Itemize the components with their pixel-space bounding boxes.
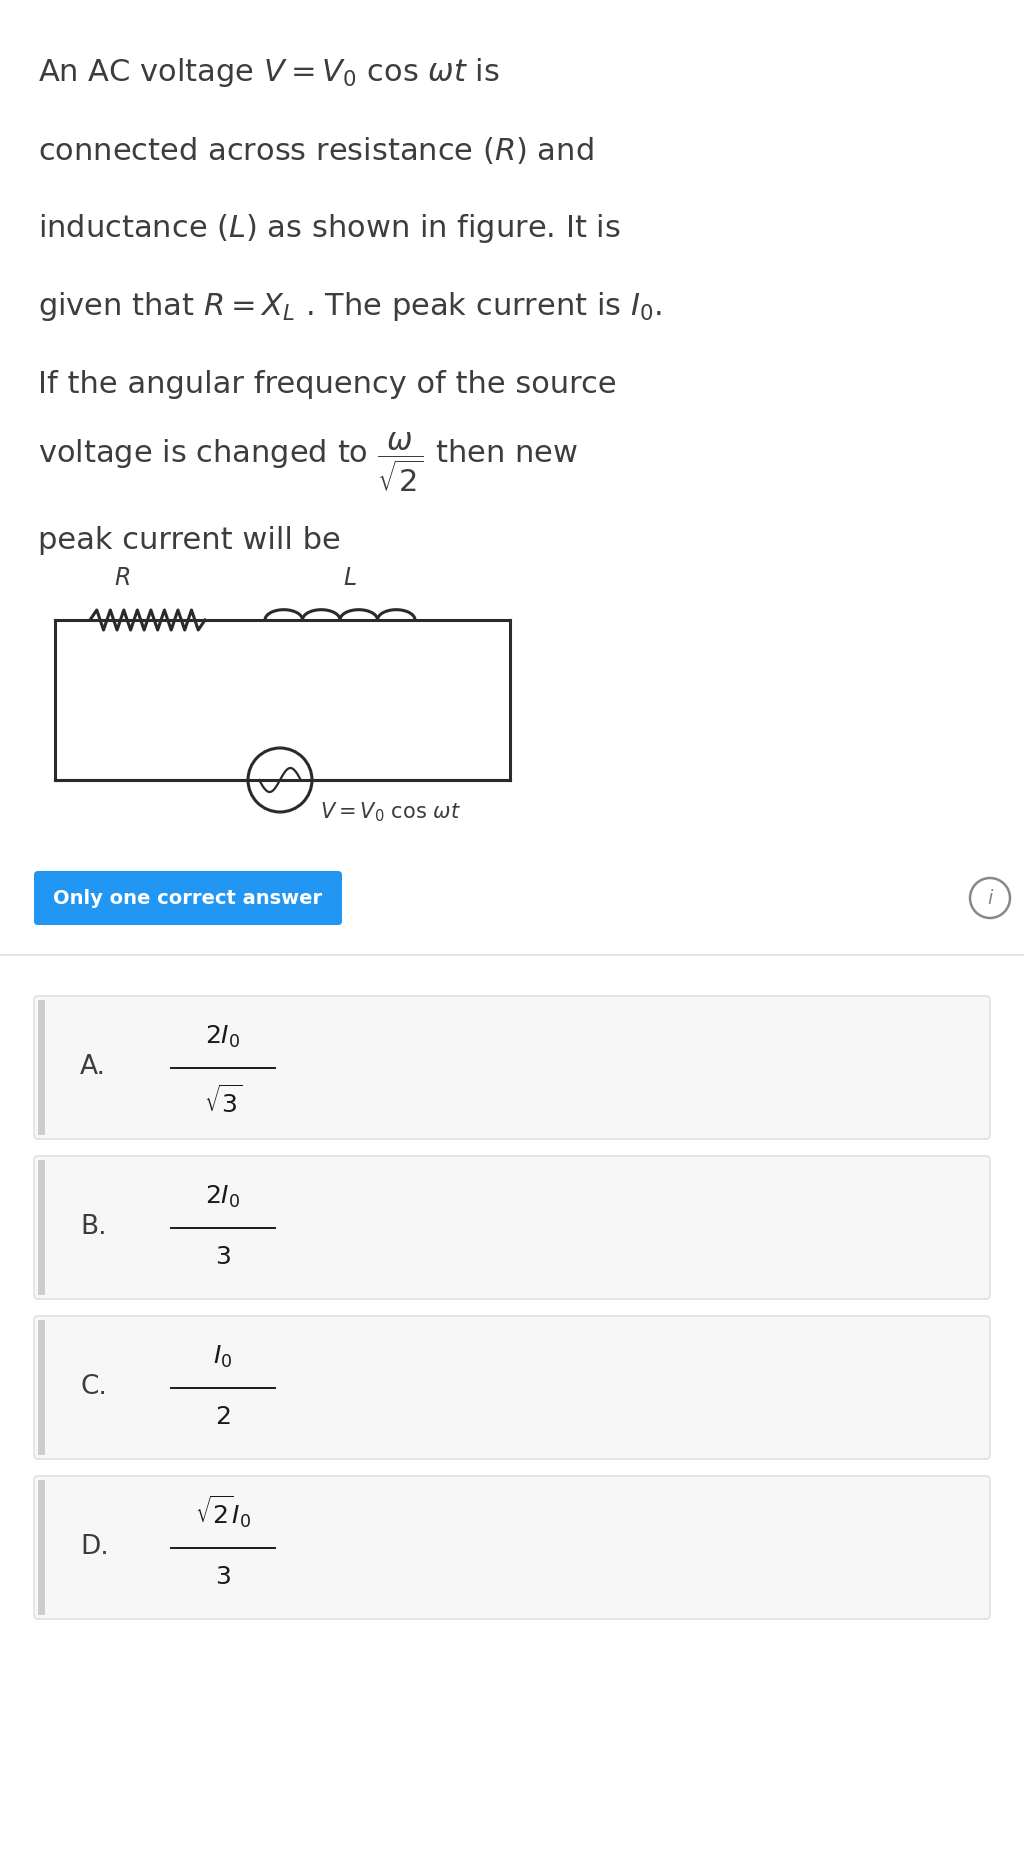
FancyBboxPatch shape (34, 871, 342, 925)
Text: $3$: $3$ (215, 1566, 231, 1590)
Text: Only one correct answer: Only one correct answer (53, 888, 323, 908)
Text: If the angular frequency of the source: If the angular frequency of the source (38, 369, 616, 399)
Text: voltage is changed to $\dfrac{\omega}{\sqrt{2}}$ then new: voltage is changed to $\dfrac{\omega}{\s… (38, 431, 578, 494)
Text: $2$: $2$ (215, 1405, 230, 1429)
Text: $\sqrt{3}$: $\sqrt{3}$ (204, 1086, 243, 1118)
Text: $2I_0$: $2I_0$ (206, 1184, 241, 1210)
FancyBboxPatch shape (34, 1476, 990, 1618)
Text: C.: C. (80, 1375, 106, 1401)
Bar (38, 1320, 45, 1455)
Text: $2I_0$: $2I_0$ (206, 1023, 241, 1049)
Bar (38, 1000, 45, 1135)
Text: B.: B. (80, 1214, 106, 1240)
Bar (38, 1480, 45, 1615)
FancyBboxPatch shape (34, 1156, 990, 1300)
Text: $3$: $3$ (215, 1246, 231, 1270)
Text: D.: D. (80, 1534, 109, 1560)
Text: inductance $(L)$ as shown in figure. It is: inductance $(L)$ as shown in figure. It … (38, 212, 621, 245)
FancyBboxPatch shape (34, 996, 990, 1139)
FancyBboxPatch shape (34, 1317, 990, 1459)
Text: connected across resistance $(R)$ and: connected across resistance $(R)$ and (38, 135, 594, 165)
Bar (38, 1159, 45, 1294)
Text: $\sqrt{2}I_0$: $\sqrt{2}I_0$ (195, 1493, 251, 1530)
Text: $L$: $L$ (343, 566, 357, 590)
Text: $V = V_0\ \mathrm{cos}\ \omega t$: $V = V_0\ \mathrm{cos}\ \omega t$ (319, 800, 461, 824)
Text: given that $R = X_L$ . The peak current is $I_0$.: given that $R = X_L$ . The peak current … (38, 290, 663, 322)
Text: $R$: $R$ (115, 566, 131, 590)
Text: i: i (987, 888, 992, 908)
Text: $I_0$: $I_0$ (213, 1343, 232, 1369)
Text: An AC voltage $V = V_0$ cos $\omega t$ is: An AC voltage $V = V_0$ cos $\omega t$ i… (38, 56, 500, 88)
Text: A.: A. (80, 1054, 106, 1081)
Text: peak current will be: peak current will be (38, 526, 341, 554)
